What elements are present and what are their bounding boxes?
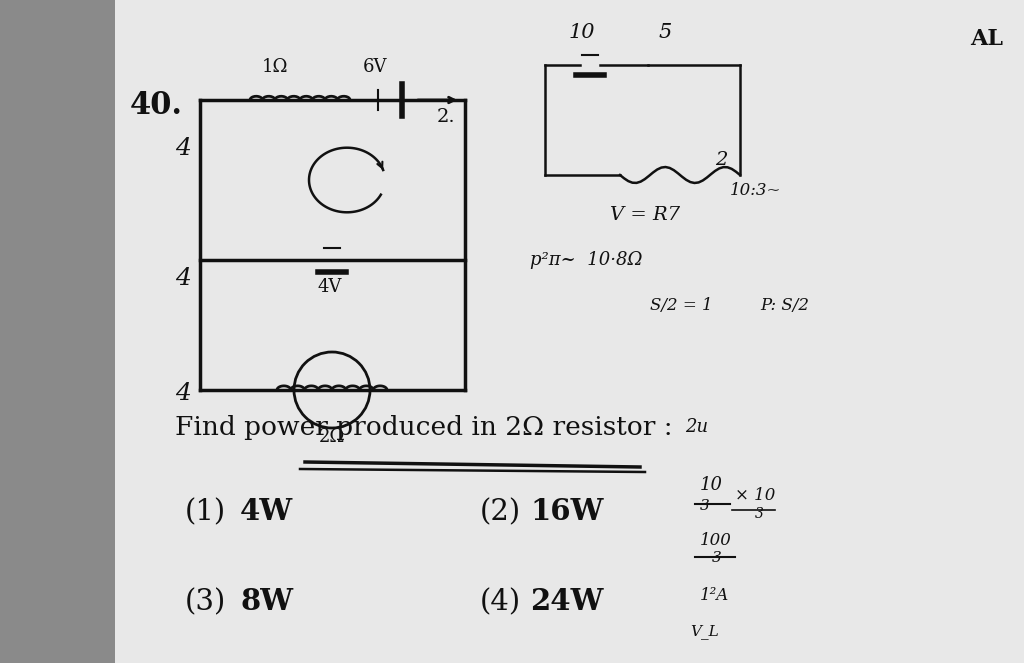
Text: (3): (3) bbox=[185, 588, 226, 616]
Text: AL: AL bbox=[970, 28, 1002, 50]
Text: p²π~  10·8Ω: p²π~ 10·8Ω bbox=[530, 251, 642, 269]
Text: 2.: 2. bbox=[437, 108, 456, 126]
Text: 3: 3 bbox=[755, 507, 764, 521]
Text: 2: 2 bbox=[715, 151, 727, 169]
Text: 2Ω: 2Ω bbox=[318, 428, 345, 446]
Text: 10:3~: 10:3~ bbox=[730, 182, 781, 199]
Text: (2): (2) bbox=[480, 498, 521, 526]
Text: 10: 10 bbox=[700, 476, 723, 494]
Text: S/2 = 1: S/2 = 1 bbox=[650, 297, 713, 314]
Text: 5: 5 bbox=[658, 23, 672, 42]
Text: 1²A: 1²A bbox=[700, 587, 729, 604]
Text: 4W: 4W bbox=[240, 497, 293, 526]
Text: 8W: 8W bbox=[240, 587, 293, 616]
Text: V_L: V_L bbox=[690, 624, 719, 639]
Text: 1Ω: 1Ω bbox=[262, 58, 288, 76]
Text: × 10: × 10 bbox=[735, 487, 775, 504]
Text: 4: 4 bbox=[175, 267, 190, 290]
Text: 100: 100 bbox=[700, 532, 732, 549]
Bar bbox=[115, 0, 1024, 663]
Text: 2u: 2u bbox=[685, 418, 709, 436]
Text: (4): (4) bbox=[480, 588, 521, 616]
Text: 4: 4 bbox=[175, 137, 190, 160]
Text: 6V: 6V bbox=[362, 58, 387, 76]
Text: (1): (1) bbox=[185, 498, 226, 526]
Text: 40.: 40. bbox=[130, 90, 183, 121]
Text: Find power produced in 2Ω resistor :: Find power produced in 2Ω resistor : bbox=[175, 415, 673, 440]
Text: 24W: 24W bbox=[530, 587, 603, 616]
Text: 3: 3 bbox=[700, 499, 710, 513]
Text: 16W: 16W bbox=[530, 497, 603, 526]
Text: 4: 4 bbox=[175, 382, 190, 405]
Text: 10: 10 bbox=[568, 23, 595, 42]
Text: V = R7: V = R7 bbox=[610, 206, 680, 224]
Bar bbox=[0, 0, 115, 663]
Text: 4V: 4V bbox=[317, 278, 342, 296]
Text: 3: 3 bbox=[712, 551, 722, 565]
Text: P: S/2: P: S/2 bbox=[760, 297, 809, 314]
